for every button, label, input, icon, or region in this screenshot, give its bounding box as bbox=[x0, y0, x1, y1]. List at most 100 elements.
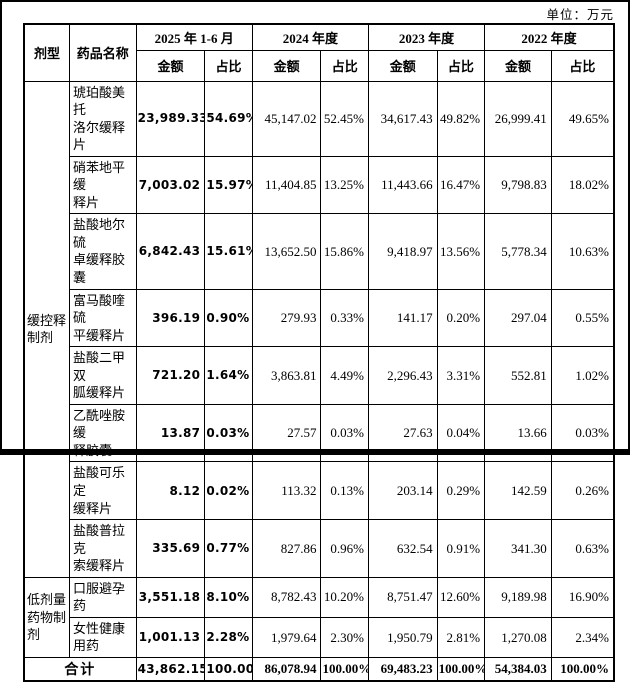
amount-cell: 8,782.43 bbox=[251, 576, 322, 618]
header-amount-2023: 金额 bbox=[367, 49, 438, 82]
amount-cell: 632.54 bbox=[367, 519, 438, 578]
share-cell: 100.00% bbox=[436, 656, 486, 682]
share-cell: 10.63% bbox=[550, 213, 615, 290]
table-row: 盐酸地尔硫 卓缓释胶囊6,842.4315.61%13,652.5015.86%… bbox=[24, 213, 615, 290]
share-cell: 0.03% bbox=[204, 403, 253, 463]
drug-name-cell: 盐酸普拉克 索缓释片 bbox=[68, 519, 137, 578]
header-share-2024: 占比 bbox=[320, 49, 369, 82]
share-cell: 2.81% bbox=[436, 616, 486, 658]
header-share-2022: 占比 bbox=[550, 49, 615, 82]
dosage-form-cell: 低剂量 药物制 剂 bbox=[23, 576, 70, 658]
header-period-2025: 2025 年 1-6 月 bbox=[135, 23, 253, 51]
amount-cell: 1,270.08 bbox=[484, 616, 552, 658]
amount-cell: 8,751.47 bbox=[367, 576, 438, 618]
amount-cell: 279.93 bbox=[251, 288, 322, 348]
drug-name-cell: 乙酰唑胺缓 释胶囊 bbox=[68, 403, 137, 463]
share-cell: 15.61% bbox=[204, 213, 253, 290]
share-cell: 1.64% bbox=[204, 346, 253, 405]
drug-name-cell: 盐酸地尔硫 卓缓释胶囊 bbox=[68, 213, 137, 290]
drug-name-cell: 盐酸可乐定 缓释片 bbox=[68, 461, 137, 521]
drug-name-cell: 硝苯地平缓 释片 bbox=[68, 155, 137, 215]
amount-cell: 396.19 bbox=[135, 288, 206, 348]
header-period-2022: 2022 年度 bbox=[484, 23, 615, 51]
amount-cell: 142.59 bbox=[484, 461, 552, 521]
share-cell: 52.45% bbox=[320, 80, 369, 157]
share-cell: 54.69% bbox=[204, 80, 253, 157]
amount-cell: 26,999.41 bbox=[484, 80, 552, 157]
share-cell: 49.82% bbox=[436, 80, 486, 157]
share-cell: 2.34% bbox=[550, 616, 615, 658]
drug-name-cell: 琥珀酸美托 洛尔缓释片 bbox=[68, 80, 137, 157]
share-cell: 100.00% bbox=[550, 656, 615, 682]
header-drug-name: 药品名称 bbox=[68, 23, 137, 82]
amount-cell: 11,404.85 bbox=[251, 155, 322, 215]
share-cell: 100.00% bbox=[204, 656, 253, 682]
share-cell: 4.49% bbox=[320, 346, 369, 405]
amount-cell: 141.17 bbox=[367, 288, 438, 348]
amount-cell: 9,418.97 bbox=[367, 213, 438, 290]
amount-cell: 297.04 bbox=[484, 288, 552, 348]
amount-cell: 13.66 bbox=[484, 403, 552, 463]
share-cell: 16.47% bbox=[436, 155, 486, 215]
table-row: 盐酸二甲双 胍缓释片 721.20 1.64% 3,863.81 4.49% 2,296.… bbox=[24, 346, 615, 405]
header-amount-2024: 金额 bbox=[251, 49, 322, 82]
share-cell: 2.30% bbox=[320, 616, 369, 658]
amount-cell: 13,652.50 bbox=[251, 213, 322, 290]
header-dosage-form: 剂型 bbox=[23, 23, 70, 82]
amount-cell: 54,384.03 bbox=[484, 656, 552, 682]
amount-cell: 43,862.15 bbox=[135, 656, 206, 682]
amount-cell: 341.30 bbox=[484, 519, 552, 578]
share-cell: 15.86% bbox=[320, 213, 369, 290]
amount-cell: 7,003.02 bbox=[135, 155, 206, 215]
amount-cell: 8.12 bbox=[135, 461, 206, 521]
table-row: 女性健康 用药 1,001.13 2.28% 1,979.64 2.30% 1,950.7… bbox=[24, 616, 615, 658]
amount-cell: 27.63 bbox=[367, 403, 438, 463]
share-cell: 13.25% bbox=[320, 155, 369, 215]
share-cell: 0.26% bbox=[550, 461, 615, 521]
amount-cell: 1,001.13 bbox=[135, 616, 206, 658]
amount-cell: 552.81 bbox=[484, 346, 552, 405]
total-row: 合计43,862.15100.00%86,078.94100.00%69,483… bbox=[23, 656, 615, 682]
amount-cell: 1,950.79 bbox=[367, 616, 438, 658]
table-row: 盐酸普拉克 索缓释片 335.69 0.77% 827.86 0.96% 632.54 0.… bbox=[24, 519, 615, 578]
amount-cell: 13.87 bbox=[135, 403, 206, 463]
amount-cell: 6,842.43 bbox=[135, 213, 206, 290]
amount-cell: 23,989.33 bbox=[135, 80, 206, 157]
share-cell: 49.65% bbox=[550, 80, 615, 157]
share-cell: 0.29% bbox=[436, 461, 486, 521]
share-cell: 0.03% bbox=[550, 403, 615, 463]
share-cell: 0.33% bbox=[320, 288, 369, 348]
share-cell: 13.56% bbox=[436, 213, 486, 290]
table-row: 低剂量 药物制 剂口服避孕药 3,551.18 8.10% 8,782.43 10.20… bbox=[23, 576, 615, 658]
share-cell: 0.91% bbox=[436, 519, 486, 578]
table-header: 剂型 药品名称 2025 年 1-6 月 2024 年度 2023 年度 202… bbox=[23, 23, 615, 82]
amount-cell: 827.86 bbox=[251, 519, 322, 578]
amount-cell: 45,147.02 bbox=[251, 80, 322, 157]
amount-cell: 2,296.43 bbox=[367, 346, 438, 405]
amount-cell: 113.32 bbox=[251, 461, 322, 521]
header-amount-2025: 金额 bbox=[135, 49, 206, 82]
share-cell: 15.97% bbox=[204, 155, 253, 215]
share-cell: 0.03% bbox=[320, 403, 369, 463]
table-row: 富马酸喹硫 平缓释片 396.19 0.90% 279.93 0.33% 141.17 0.… bbox=[24, 288, 615, 348]
amount-cell: 86,078.94 bbox=[251, 656, 322, 682]
table-row: 盐酸可乐定 缓释片 8.12 0.02% 113.32 0.13% 203.14 0.29%… bbox=[24, 461, 615, 521]
drug-sales-table: 剂型 药品名称 2025 年 1-6 月 2024 年度 2023 年度 202… bbox=[23, 23, 615, 682]
share-cell: 1.02% bbox=[550, 346, 615, 405]
table-row: 乙酰唑胺缓 释胶囊 13.87 0.03% 27.57 0.03% 27.63 0.04% 1… bbox=[24, 403, 615, 463]
amount-cell: 34,617.43 bbox=[367, 80, 438, 157]
amount-cell: 203.14 bbox=[367, 461, 438, 521]
share-cell: 0.96% bbox=[320, 519, 369, 578]
share-cell: 18.02% bbox=[550, 155, 615, 215]
share-cell: 0.13% bbox=[320, 461, 369, 521]
dosage-form-cell: 缓控释 制剂 bbox=[23, 80, 70, 578]
share-cell: 3.31% bbox=[436, 346, 486, 405]
amount-cell: 9,189.98 bbox=[484, 576, 552, 618]
table-row: 硝苯地平缓 释片7,003.0215.97%11,404.8513.25%11,… bbox=[24, 155, 615, 215]
amount-cell: 69,483.23 bbox=[367, 656, 438, 682]
share-cell: 16.90% bbox=[550, 576, 615, 618]
amount-cell: 9,798.83 bbox=[484, 155, 552, 215]
